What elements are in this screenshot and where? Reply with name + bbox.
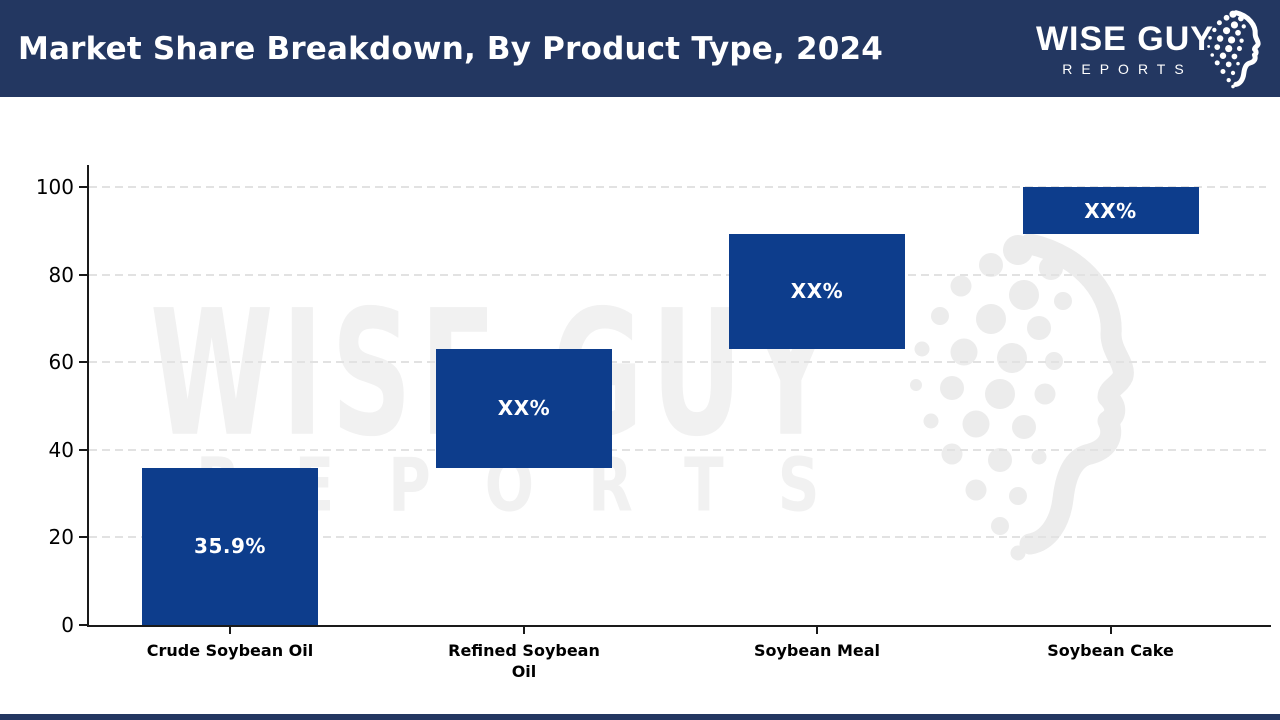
y-tick-label: 100 bbox=[35, 175, 74, 199]
bar-value-label: 35.9% bbox=[194, 534, 266, 559]
x-tick-mark bbox=[1109, 627, 1112, 634]
x-category-label: Refined Soybean Oil bbox=[448, 641, 600, 681]
gridline bbox=[89, 448, 1266, 451]
x-category-label: Soybean Cake bbox=[1047, 641, 1174, 660]
bar-soybean-cake: XX% bbox=[1022, 187, 1199, 235]
bar-value-label: XX% bbox=[1084, 198, 1137, 223]
footer-bar bbox=[0, 714, 1280, 720]
y-tick-mark bbox=[79, 536, 87, 539]
gridline bbox=[89, 186, 1266, 188]
y-tick-mark bbox=[79, 273, 87, 276]
brand-logo: WISE GUY REPORTS bbox=[1036, 7, 1270, 93]
y-tick-mark bbox=[79, 448, 87, 451]
page-title: Market Share Breakdown, By Product Type,… bbox=[18, 30, 884, 67]
y-tick-label: 60 bbox=[48, 350, 74, 375]
y-tick-label: 20 bbox=[48, 525, 74, 550]
head-profile-icon bbox=[1196, 7, 1270, 93]
x-category-label: Soybean Meal bbox=[753, 641, 881, 660]
x-tick-mark bbox=[523, 627, 525, 634]
y-tick-label: 80 bbox=[48, 262, 74, 287]
x-category-label: Crude Soybean Oil bbox=[146, 641, 314, 660]
brand-logo-text: WISE GUY REPORTS bbox=[1036, 22, 1214, 77]
gridline bbox=[89, 536, 1266, 539]
bar-value-label: XX% bbox=[790, 279, 844, 304]
y-tick-mark bbox=[79, 186, 87, 188]
bar-crude-soybean-oil: 35.9% bbox=[142, 467, 318, 625]
bar-soybean-meal: XX% bbox=[729, 234, 905, 349]
y-tick-mark bbox=[79, 361, 87, 364]
y-tick-mark bbox=[79, 624, 87, 626]
y-tick-label: 0 bbox=[61, 613, 74, 637]
gridline bbox=[89, 273, 1266, 276]
y-tick-label: 40 bbox=[48, 437, 74, 462]
x-tick-mark bbox=[816, 627, 818, 634]
x-tick-mark bbox=[229, 627, 231, 634]
header-bar: Market Share Breakdown, By Product Type,… bbox=[0, 0, 1280, 97]
gridline bbox=[89, 361, 1266, 364]
brand-name: WISE GUY bbox=[1035, 20, 1214, 58]
bar-refined-soybean-oil: XX% bbox=[436, 348, 612, 468]
x-axis-line bbox=[87, 625, 1271, 627]
brand-subname: REPORTS bbox=[1062, 61, 1193, 77]
bar-value-label: XX% bbox=[497, 396, 551, 421]
y-axis-line bbox=[87, 165, 89, 626]
